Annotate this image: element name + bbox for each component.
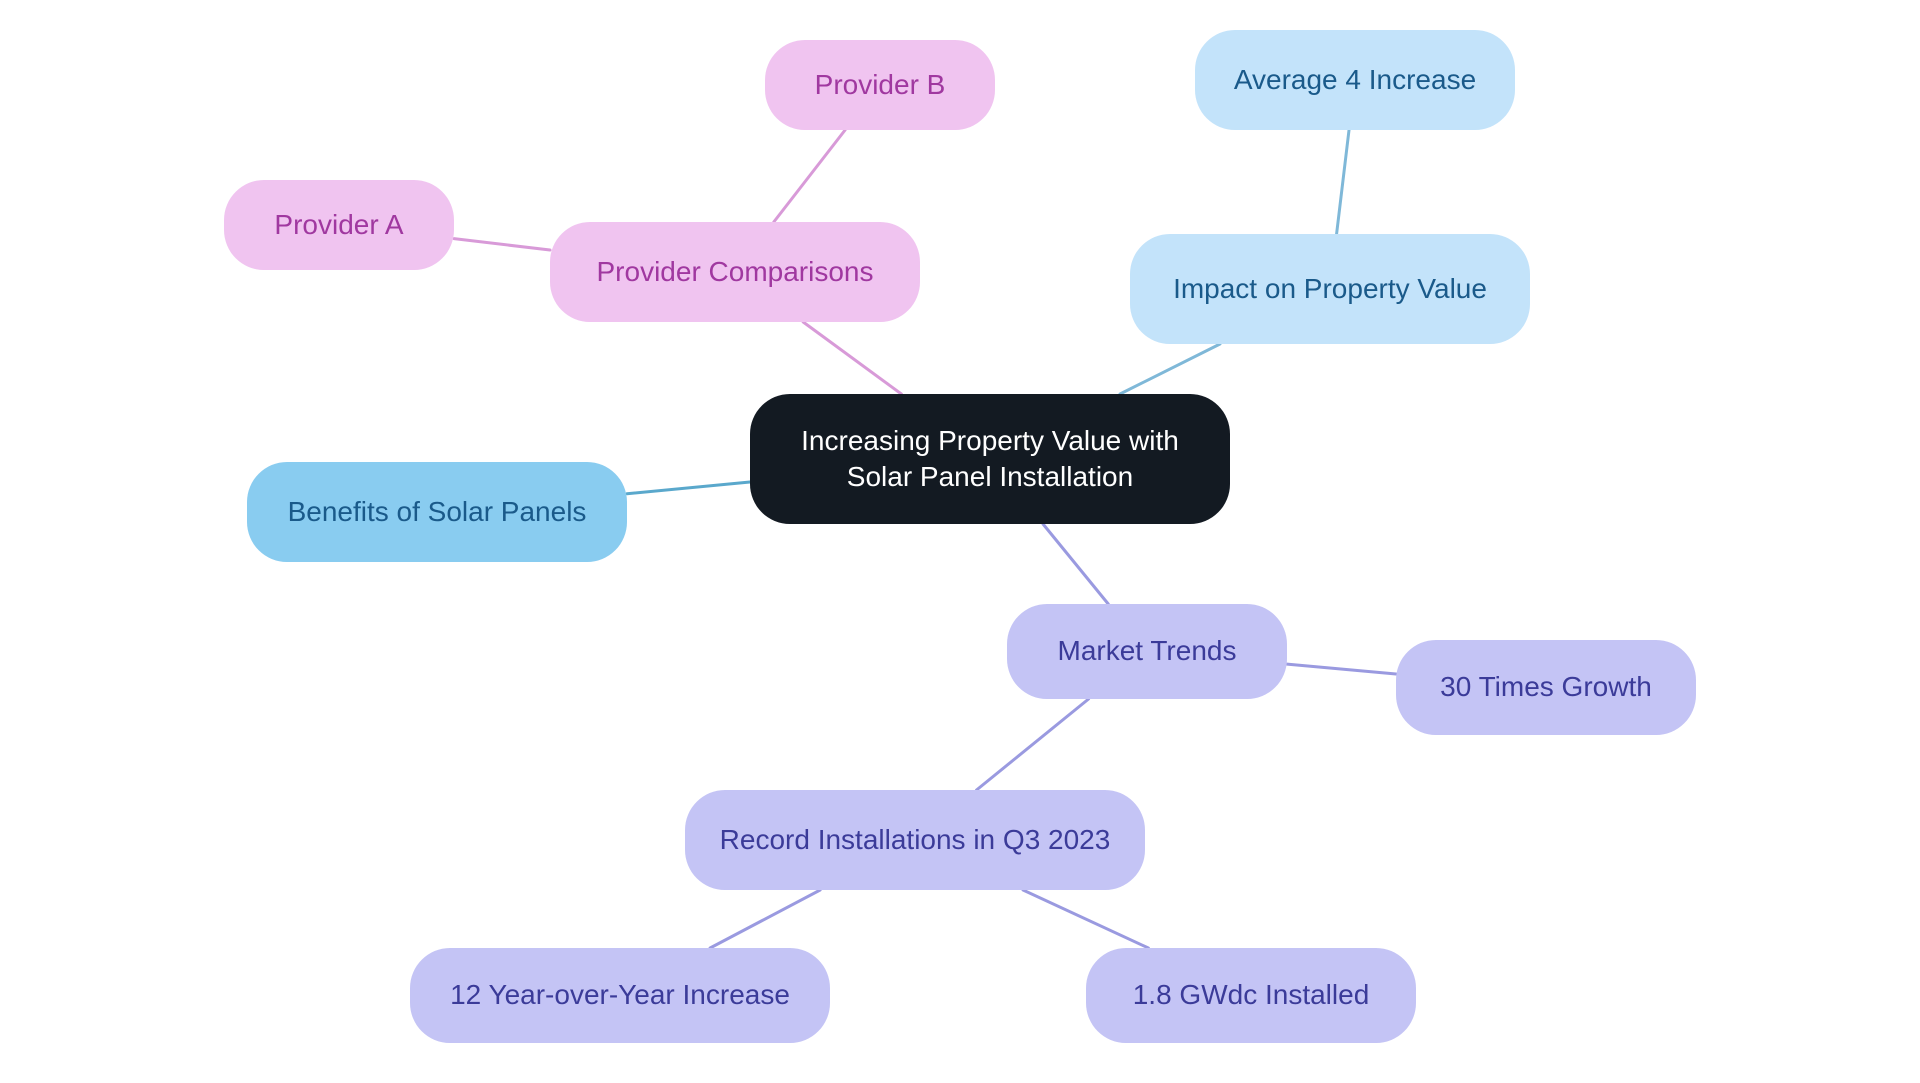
node-benefits-solar-panels: Benefits of Solar Panels (247, 462, 627, 562)
mindmap-canvas: Increasing Property Value withSolar Pane… (0, 0, 1920, 1083)
node-label: Increasing Property Value withSolar Pane… (801, 423, 1179, 496)
edge (1043, 524, 1108, 604)
node-impact-property-value: Impact on Property Value (1130, 234, 1530, 344)
node-provider-a: Provider A (224, 180, 454, 270)
node-provider-b: Provider B (765, 40, 995, 130)
node-label: Average 4 Increase (1234, 62, 1476, 98)
edge (454, 239, 550, 250)
edge (774, 130, 845, 222)
edge (977, 699, 1089, 790)
node-30-times-growth: 30 Times Growth (1396, 640, 1696, 735)
node-provider-comparisons: Provider Comparisons (550, 222, 920, 322)
node-center: Increasing Property Value withSolar Pane… (750, 394, 1230, 524)
node-label: Benefits of Solar Panels (288, 494, 587, 530)
node-label: 1.8 GWdc Installed (1133, 977, 1370, 1013)
edge (1120, 344, 1220, 394)
edge (627, 482, 750, 494)
node-label: Market Trends (1058, 633, 1237, 669)
node-market-trends: Market Trends (1007, 604, 1287, 699)
node-label: Impact on Property Value (1173, 271, 1487, 307)
node-gwdc-installed: 1.8 GWdc Installed (1086, 948, 1416, 1043)
node-average-4-increase: Average 4 Increase (1195, 30, 1515, 130)
node-label: Provider B (815, 67, 946, 103)
node-label: Provider A (274, 207, 403, 243)
edge (1287, 664, 1396, 674)
node-label: Record Installations in Q3 2023 (720, 822, 1111, 858)
node-label: Provider Comparisons (597, 254, 874, 290)
edge (1023, 890, 1148, 948)
edge (803, 322, 901, 394)
node-yoy-increase: 12 Year-over-Year Increase (410, 948, 830, 1043)
edge (710, 890, 820, 948)
node-record-installations: Record Installations in Q3 2023 (685, 790, 1145, 890)
node-label: 12 Year-over-Year Increase (450, 977, 790, 1013)
edge (1337, 130, 1349, 234)
node-label: 30 Times Growth (1440, 669, 1652, 705)
